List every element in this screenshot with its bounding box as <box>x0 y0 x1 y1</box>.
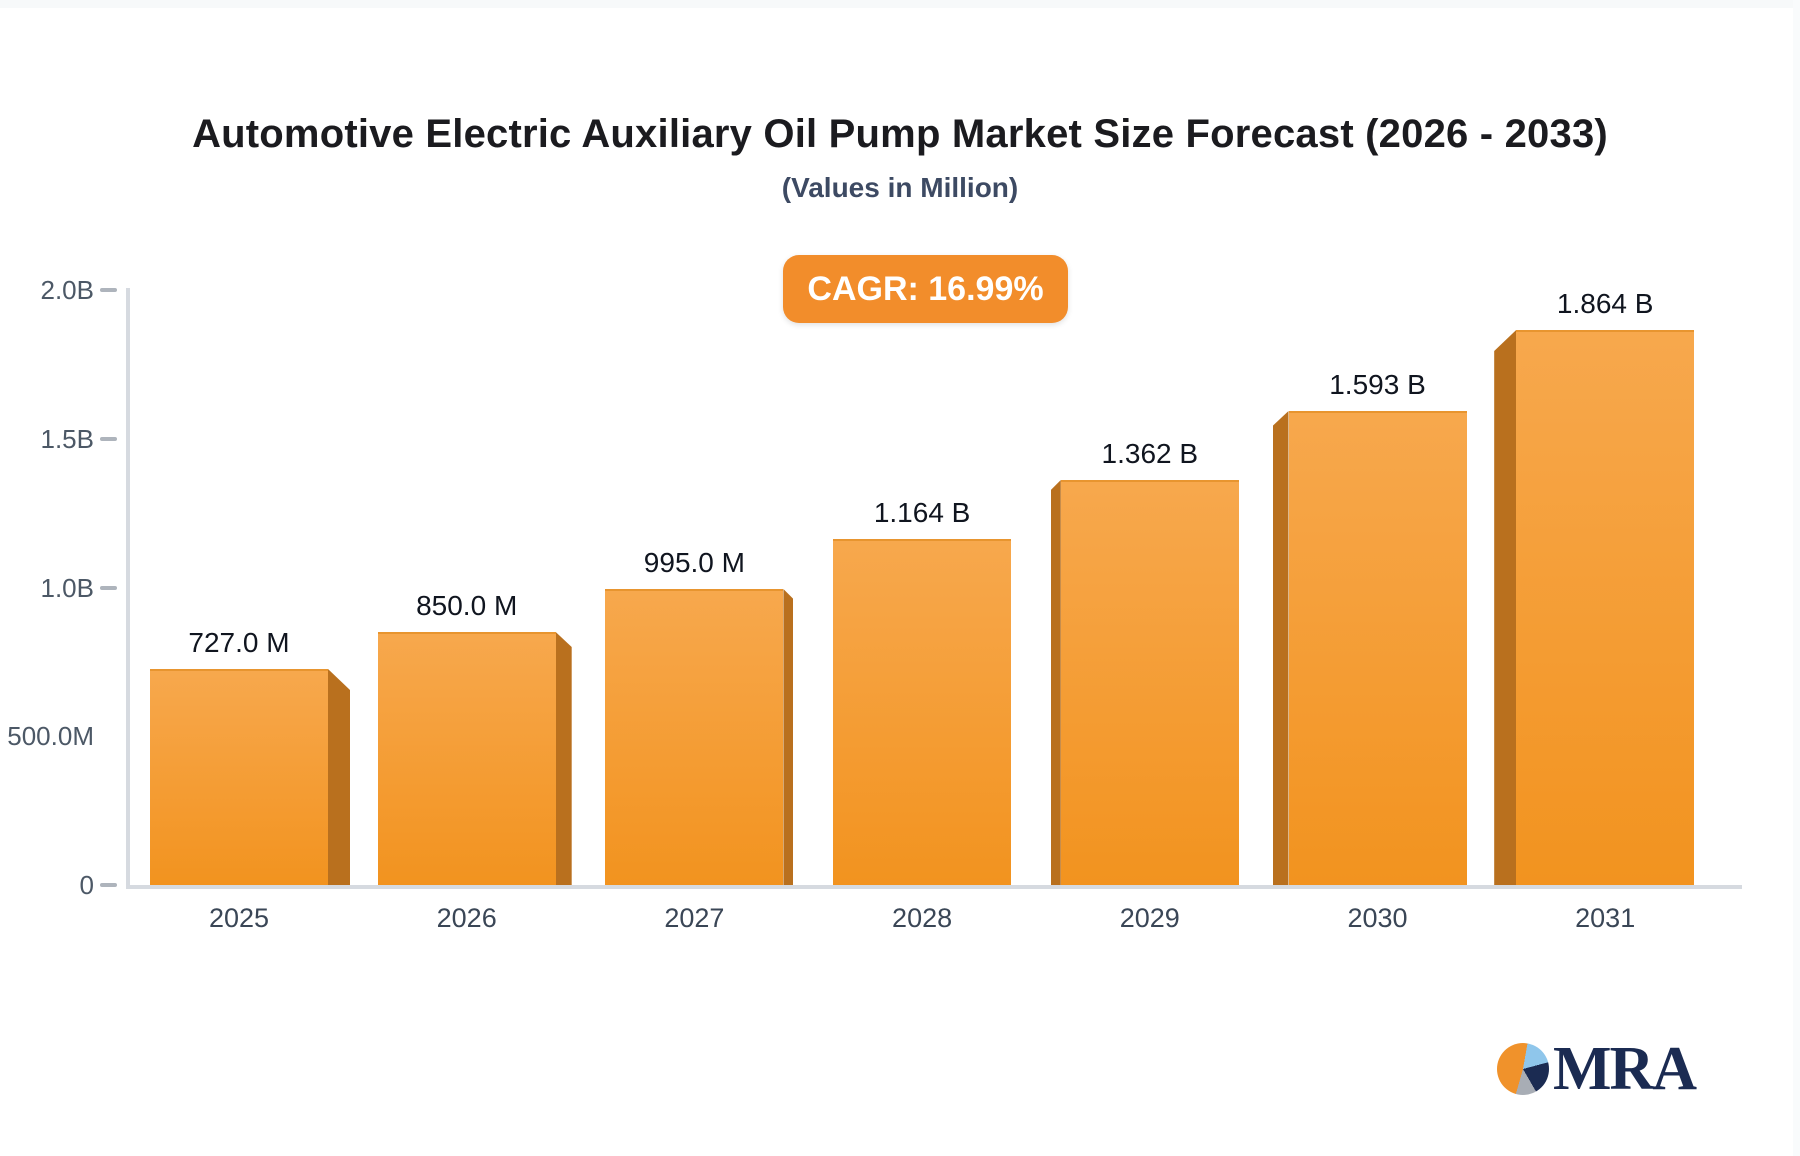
bar-3d-side <box>1494 330 1517 885</box>
bar-3d-side <box>1272 411 1289 885</box>
x-tick-label: 2026 <box>436 903 497 933</box>
bar-value-label: 1.593 B <box>1329 369 1426 400</box>
chart-title: Automotive Electric Auxiliary Oil Pump M… <box>192 112 1608 156</box>
bar-2025 <box>150 669 328 885</box>
brand-logo: MRA <box>1497 1035 1697 1103</box>
y-tick-label: 0 <box>79 870 94 900</box>
y-tick-dash <box>100 288 117 292</box>
x-tick-label: 2029 <box>1119 903 1180 933</box>
bar-2030 <box>1288 411 1467 885</box>
bar-2026 <box>377 632 556 885</box>
bar-3d-side <box>783 589 794 885</box>
bar-value-label: 1.864 B <box>1556 288 1654 319</box>
x-axis-line <box>126 885 1742 889</box>
y-axis-line <box>126 288 130 889</box>
bar-value-label: 995.0 M <box>643 547 745 578</box>
bar-value-label: 850.0 M <box>416 590 518 621</box>
y-tick-dash <box>100 883 117 887</box>
cagr-badge: CAGR: 16.99% <box>783 255 1068 323</box>
bar-value-label: 1.362 B <box>1101 438 1199 469</box>
bar-2029 <box>1060 480 1239 885</box>
bar-3d-side <box>1050 480 1061 885</box>
page-right-edge <box>1793 0 1800 1156</box>
bar-3d-side <box>328 669 350 885</box>
y-tick-label: 1.0B <box>40 572 95 603</box>
y-tick-label: 1.5B <box>40 423 95 454</box>
x-tick-label: 2031 <box>1575 903 1636 933</box>
y-tick-dash <box>100 585 117 590</box>
bar-3d-side <box>555 632 572 885</box>
x-tick-label: 2030 <box>1347 903 1408 933</box>
bar-value-label: 1.164 B <box>873 497 971 528</box>
y-tick-dash <box>100 436 117 441</box>
y-tick-label: 2.0B <box>40 275 95 305</box>
x-tick-label: 2025 <box>208 903 270 933</box>
pie-chart-logo-icon <box>1497 1043 1549 1095</box>
bar-value-label: 727.0 M <box>188 627 290 658</box>
x-tick-label: 2027 <box>664 903 725 933</box>
x-tick-label: 2028 <box>892 903 953 933</box>
y-tick-label: 500.0M <box>7 721 94 752</box>
chart-subtitle: (Values in Million) <box>781 172 1019 203</box>
bar-2027 <box>605 589 784 885</box>
page-top-edge <box>0 0 1800 8</box>
bar-2028 <box>833 539 1012 885</box>
brand-logo-text: MRA <box>1553 1035 1697 1103</box>
bar-2031 <box>1516 330 1695 885</box>
